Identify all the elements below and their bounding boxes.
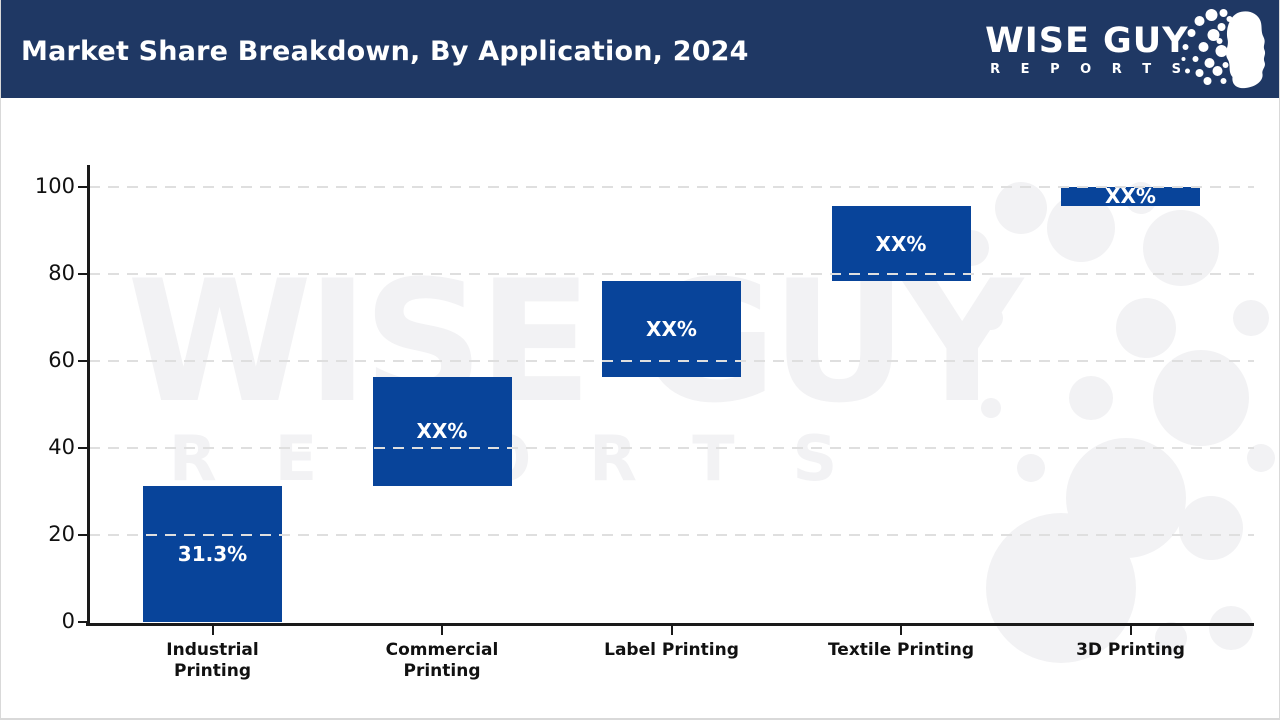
- xtick-mark-textile-printing: [900, 626, 902, 635]
- xcat-label-label-printing: Label Printing: [604, 640, 739, 660]
- ytick-label-60: 60: [48, 348, 75, 372]
- ytick-mark-80: [78, 273, 87, 275]
- bar-value-label-industrial-printing: 31.3%: [177, 541, 248, 566]
- bar-3d-printing: XX%: [1061, 184, 1200, 208]
- ytick-mark-0: [78, 621, 87, 623]
- gridline-60: [89, 360, 1254, 362]
- brand-name: WISE GUY: [985, 21, 1189, 62]
- ytick-label-100: 100: [34, 174, 75, 198]
- ytick-label-80: 80: [48, 261, 75, 285]
- xcat-label-industrial-printing: Industrial Printing: [166, 640, 259, 682]
- bar-value-label-textile-printing: XX%: [875, 231, 927, 256]
- y-axis-line: [87, 165, 90, 626]
- xtick-mark-industrial-printing: [211, 626, 214, 635]
- bar-industrial-printing: 31.3%: [143, 485, 282, 622]
- xcat-label-3d-printing: 3D Printing: [1076, 640, 1185, 660]
- brand-tagline: R E P O R T S: [990, 61, 1189, 77]
- bar-commercial-printing: XX%: [372, 376, 512, 486]
- ytick-mark-40: [78, 447, 87, 449]
- ytick-mark-60: [78, 360, 87, 362]
- bar-textile-printing: XX%: [831, 205, 971, 282]
- ytick-label-40: 40: [48, 435, 75, 459]
- brand-logo-text: WISE GUY R E P O R T S: [985, 23, 1189, 77]
- brand-face-icon: [1181, 9, 1266, 89]
- bar-value-label-commercial-printing: XX%: [416, 419, 468, 444]
- gridline-40: [89, 447, 1254, 449]
- header-bar: Market Share Breakdown, By Application, …: [1, 0, 1279, 98]
- xtick-mark-label-printing: [670, 626, 673, 635]
- gridline-80: [89, 273, 1254, 275]
- xtick-mark-commercial-printing: [441, 626, 443, 635]
- ytick-label-0: 0: [61, 609, 75, 633]
- ytick-label-20: 20: [48, 522, 75, 546]
- xtick-mark-3d-printing: [1129, 626, 1132, 635]
- ytick-mark-100: [78, 186, 87, 188]
- gridline-20: [89, 534, 1254, 536]
- x-axis-line: [86, 623, 1254, 626]
- xcat-label-textile-printing: Textile Printing: [827, 640, 975, 660]
- gridline-100: [89, 186, 1254, 188]
- chart-title: Market Share Breakdown, By Application, …: [21, 36, 749, 67]
- bar-label-printing: XX%: [602, 281, 741, 377]
- brand-logo: WISE GUY R E P O R T S: [985, 6, 1275, 94]
- xcat-label-commercial-printing: Commercial Printing: [385, 640, 499, 682]
- bar-value-label-label-printing: XX%: [646, 317, 697, 342]
- ytick-mark-20: [78, 534, 87, 536]
